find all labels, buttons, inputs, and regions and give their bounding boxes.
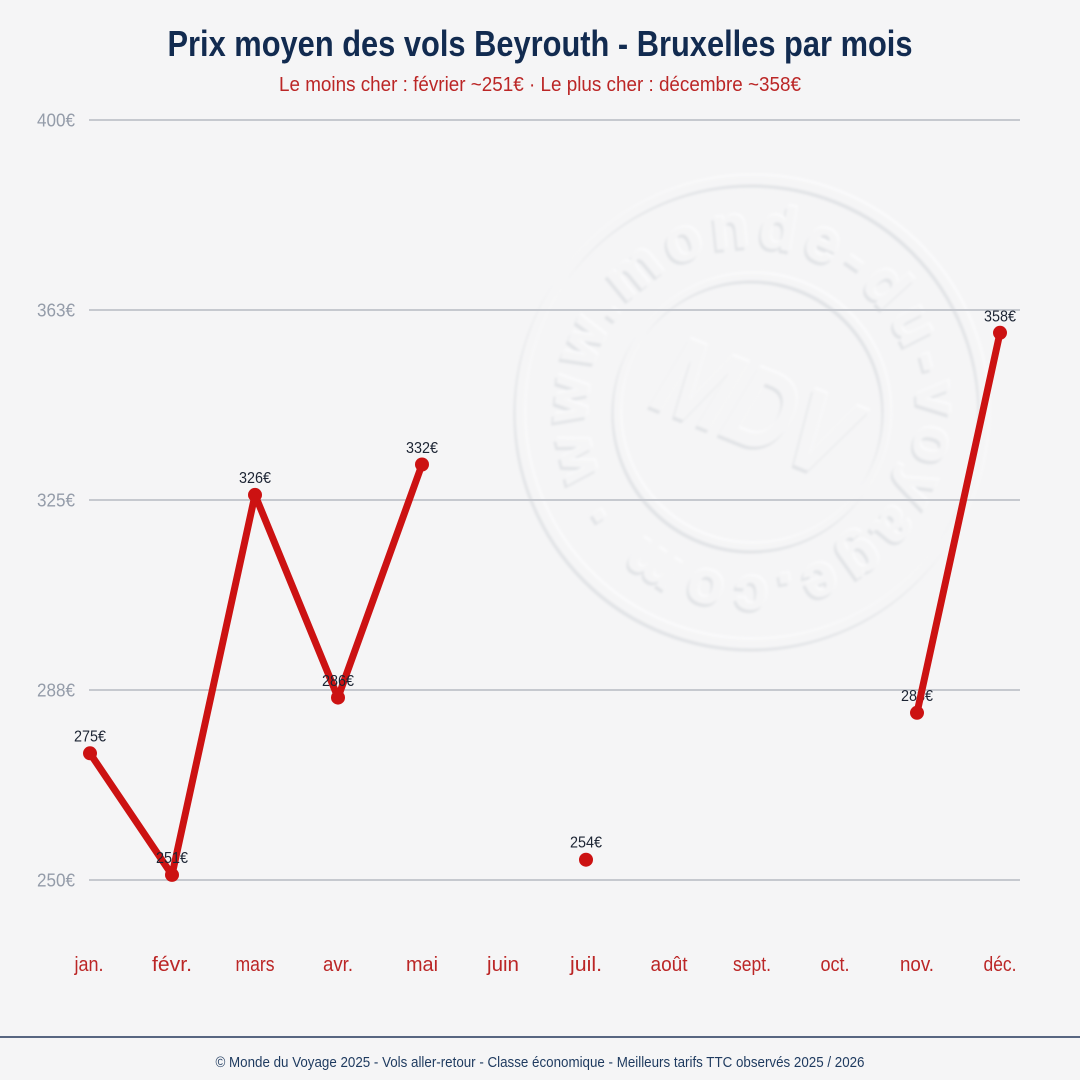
svg-text:mars: mars — [236, 954, 275, 976]
svg-text:254€: 254€ — [570, 835, 602, 852]
svg-text:288€: 288€ — [37, 681, 75, 701]
svg-text:juil.: juil. — [569, 954, 602, 976]
svg-text:325€: 325€ — [37, 491, 75, 511]
svg-text:sept.: sept. — [733, 954, 771, 976]
svg-text:400€: 400€ — [37, 111, 75, 131]
svg-text:Le moins cher : février ~251€: Le moins cher : février ~251€ · Le plus … — [279, 74, 801, 96]
svg-text:févr.: févr. — [152, 954, 192, 976]
svg-text:251€: 251€ — [156, 850, 188, 867]
svg-text:326€: 326€ — [239, 470, 271, 487]
svg-text:363€: 363€ — [37, 301, 75, 321]
svg-text:286€: 286€ — [322, 673, 354, 690]
svg-text:250€: 250€ — [37, 871, 75, 891]
svg-text:avr.: avr. — [323, 954, 353, 976]
svg-text:oct.: oct. — [821, 954, 850, 976]
svg-text:332€: 332€ — [406, 440, 438, 457]
svg-text:© Monde du Voyage 2025 - Vols: © Monde du Voyage 2025 - Vols aller-reto… — [216, 1054, 865, 1071]
svg-text:nov.: nov. — [900, 954, 934, 976]
svg-text:275€: 275€ — [74, 729, 106, 746]
svg-text:mai: mai — [406, 954, 438, 976]
svg-text:déc.: déc. — [984, 954, 1017, 976]
svg-text:juin: juin — [486, 954, 519, 976]
svg-text:Prix moyen des vols Beyrouth -: Prix moyen des vols Beyrouth - Bruxelles… — [168, 23, 913, 64]
svg-text:août: août — [651, 954, 688, 976]
svg-text:jan.: jan. — [74, 954, 104, 976]
svg-text:358€: 358€ — [984, 309, 1016, 326]
